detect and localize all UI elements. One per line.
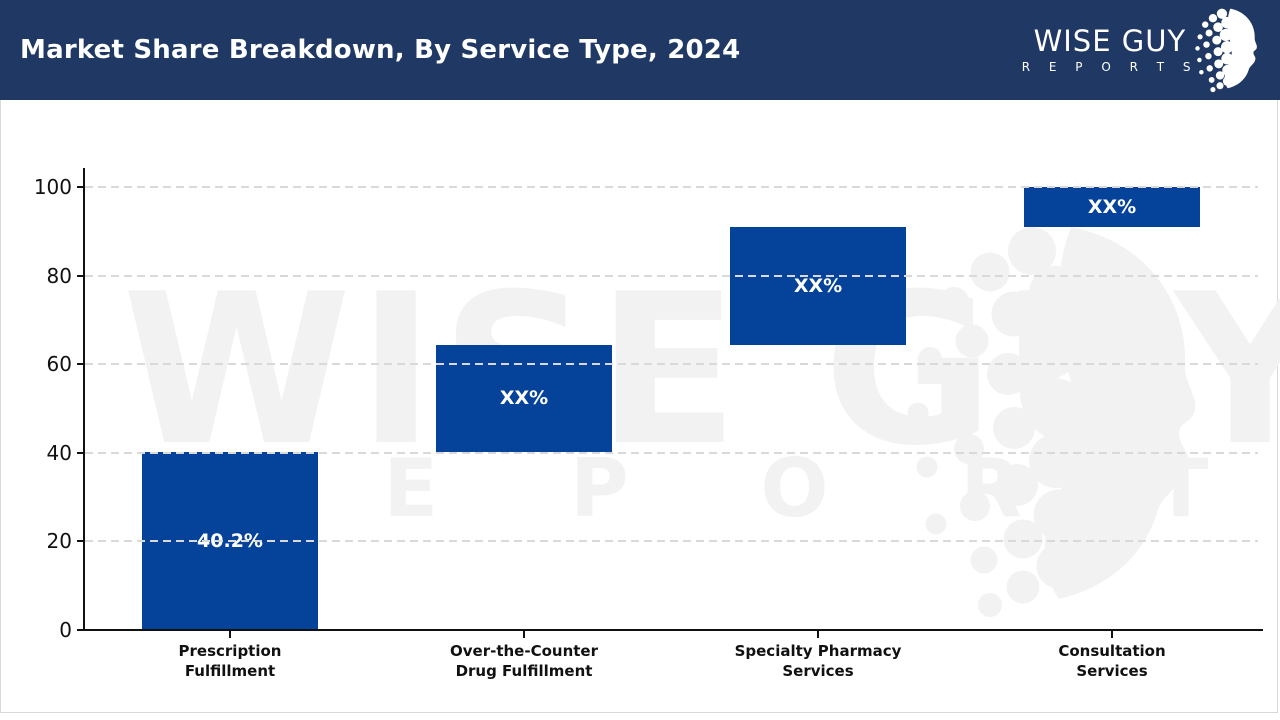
y-tick-label: 60 bbox=[46, 352, 72, 377]
y-tick-mark bbox=[77, 629, 84, 631]
logo-subtitle: R E P O R T S bbox=[1021, 60, 1198, 74]
y-axis-line bbox=[83, 168, 85, 631]
logo-text: WISE GUY R E P O R T S bbox=[1022, 24, 1198, 74]
x-tick-mark bbox=[523, 631, 525, 638]
bar-segment bbox=[1024, 187, 1200, 227]
gridline bbox=[85, 274, 1258, 277]
x-axis-label-line: Drug Fulfillment bbox=[455, 662, 593, 680]
y-tick-mark bbox=[77, 186, 84, 188]
gridline bbox=[85, 363, 1258, 366]
dot-face-icon bbox=[1195, 8, 1257, 93]
page-title: Market Share Breakdown, By Service Type,… bbox=[20, 35, 741, 65]
y-tick-mark bbox=[77, 451, 84, 454]
y-tick-label: 0 bbox=[59, 618, 72, 642]
x-axis-label: Consultation Services bbox=[992, 641, 1232, 681]
x-tick-mark bbox=[229, 631, 231, 638]
x-tick-mark bbox=[817, 631, 819, 638]
x-axis-label-line: Prescription bbox=[178, 642, 282, 660]
bar-value-label: XX% bbox=[499, 387, 549, 410]
y-tick-label: 100 bbox=[33, 175, 72, 199]
x-axis-line bbox=[83, 629, 1263, 631]
header-bar: Market Share Breakdown, By Service Type,… bbox=[0, 0, 1280, 100]
y-tick-mark bbox=[77, 363, 84, 366]
x-axis-label-line: Consultation bbox=[1058, 642, 1166, 660]
x-axis-label-line: Specialty Pharmacy bbox=[734, 642, 902, 660]
x-tick-mark bbox=[1111, 631, 1113, 638]
bar-value-label: XX% bbox=[1087, 195, 1137, 218]
bar-segment bbox=[730, 226, 906, 345]
bar-value-label: XX% bbox=[793, 274, 843, 297]
y-tick-label: 20 bbox=[46, 529, 72, 554]
x-axis-label: Over-the-Counter Drug Fulfillment bbox=[404, 641, 644, 681]
x-axis-label: Prescription Fulfillment bbox=[110, 641, 350, 681]
y-tick-label: 40 bbox=[46, 440, 72, 465]
x-axis-label: Specialty Pharmacy Services bbox=[698, 641, 938, 681]
bar-segment bbox=[436, 344, 612, 452]
wise-guy-reports-logo: WISE GUY R E P O R T S bbox=[1018, 0, 1268, 100]
x-axis-label-line: Over-the-Counter bbox=[450, 642, 598, 660]
x-axis-label-line: Services bbox=[782, 662, 854, 680]
gridline bbox=[85, 186, 1258, 188]
y-tick-label: 80 bbox=[46, 263, 72, 288]
y-tick-mark bbox=[77, 274, 84, 277]
x-axis-label-line: Services bbox=[1076, 662, 1148, 680]
x-axis-label-line: Fulfillment bbox=[184, 662, 276, 680]
y-tick-mark bbox=[77, 540, 84, 543]
logo-wordmark: WISE GUY bbox=[1033, 24, 1187, 58]
gridline bbox=[85, 451, 1258, 454]
gridline bbox=[85, 540, 1258, 543]
